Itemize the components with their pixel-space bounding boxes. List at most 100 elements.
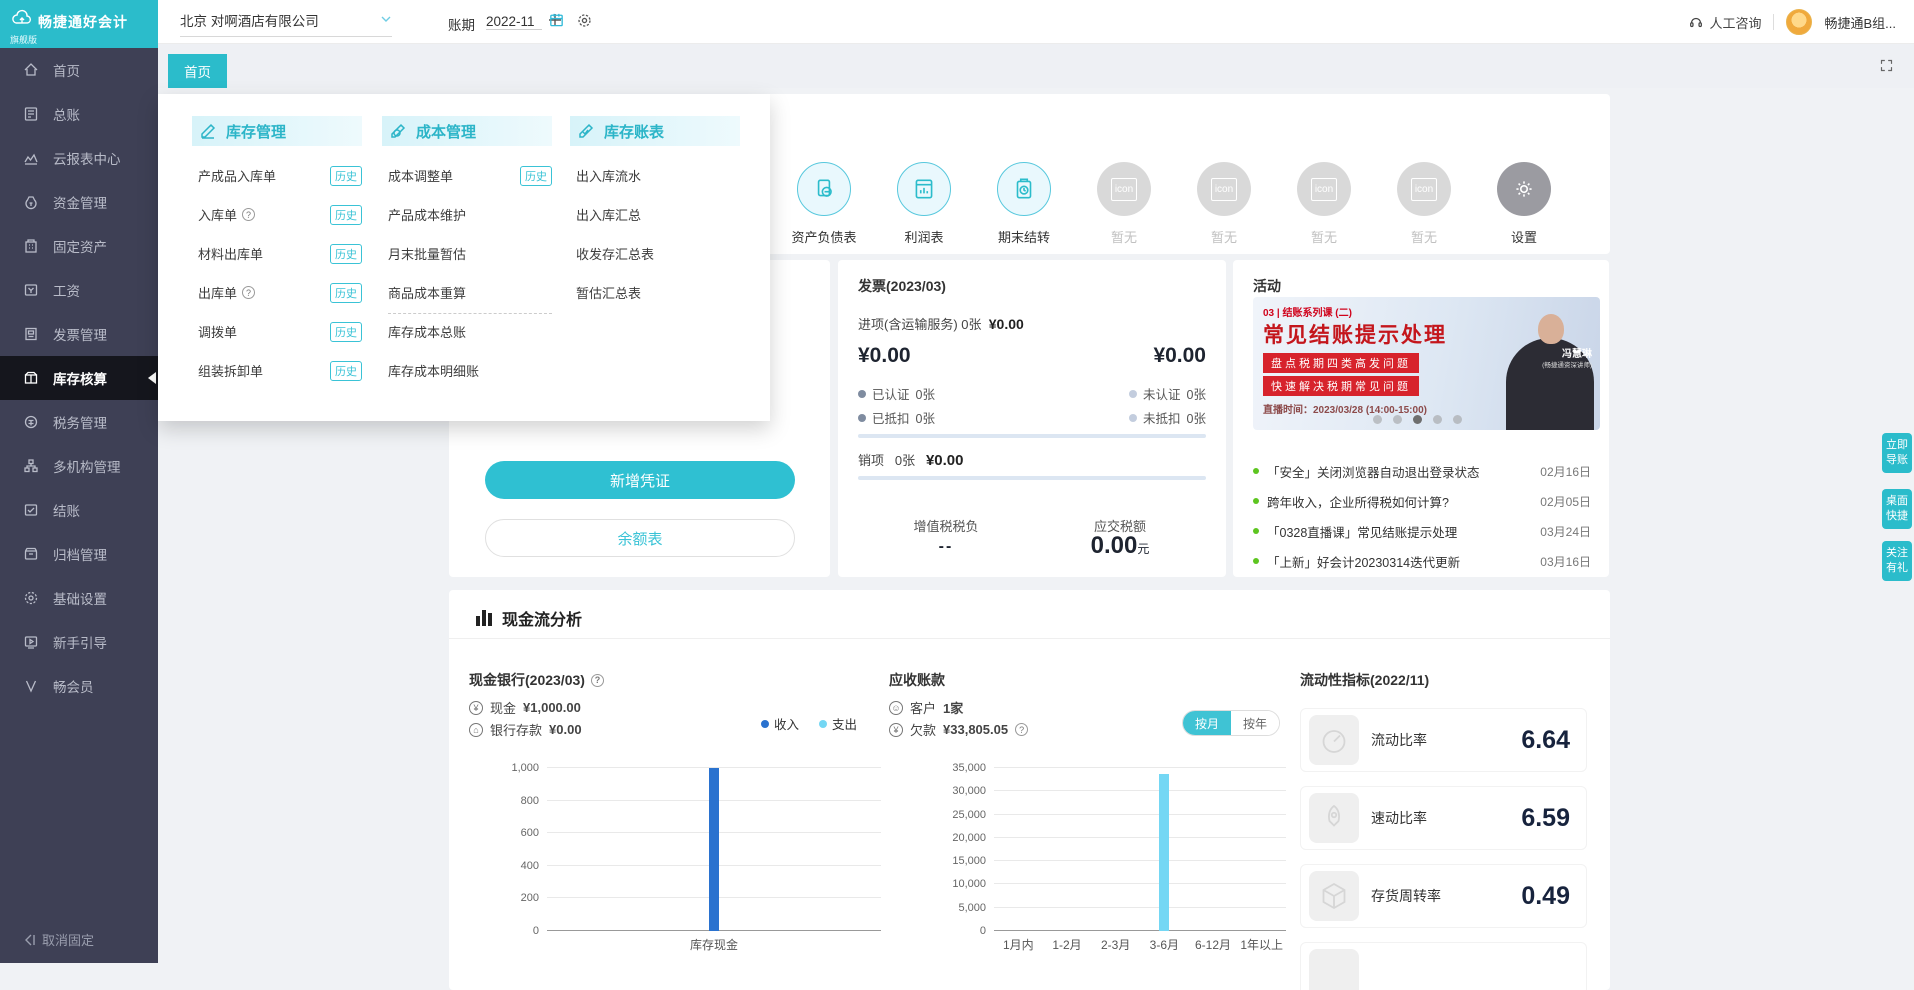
- receivable-aging-chart: 0 5,000 10,000 15,000 20,000 25,000 30,000 35,0…: [932, 760, 1294, 955]
- activity-item[interactable]: 跨年收入，企业所得税如何计算? 02月05日: [1253, 490, 1591, 512]
- flyout-header: 库存管理: [192, 116, 362, 146]
- dashed-divider: [388, 313, 552, 314]
- history-badge[interactable]: 历史: [520, 165, 552, 186]
- menu-item-transfer-order[interactable]: 调拨单 历史: [198, 312, 362, 351]
- history-badge[interactable]: 历史: [330, 360, 362, 381]
- menu-item-assembly-order[interactable]: 组装拆卸单 历史: [198, 351, 362, 390]
- activity-card: 活动 03 | 结账系列课 (二) 常见结账提示处理 盘点税期四类高发问题 快速…: [1233, 260, 1609, 577]
- sidebar-item-invoice-mgmt[interactable]: 发票管理: [0, 312, 158, 356]
- history-badge[interactable]: 历史: [330, 282, 362, 303]
- activity-banner[interactable]: 03 | 结账系列课 (二) 常见结账提示处理 盘点税期四类高发问题 快速解决税…: [1253, 297, 1600, 430]
- menu-item-outbound-order[interactable]: 出库单? 历史: [198, 273, 362, 312]
- cube-icon: [1309, 871, 1359, 921]
- balance-sheet-icon[interactable]: [797, 162, 851, 216]
- customer-row: ☺ 客户 1家: [889, 698, 963, 717]
- quick-profit-statement[interactable]: 利润表: [889, 162, 959, 246]
- history-badge[interactable]: 历史: [330, 165, 362, 186]
- app-logo: 畅捷通好会计 旗舰版: [0, 0, 158, 48]
- unpin-sidebar-button[interactable]: 取消固定: [24, 930, 94, 949]
- tab-home[interactable]: 首页: [168, 54, 227, 88]
- sidebar-item-tax[interactable]: 税务管理: [0, 400, 158, 444]
- sidebar-item-payroll[interactable]: 工资: [0, 268, 158, 312]
- activity-item[interactable]: 「安全」关闭浏览器自动退出登录状态 02月16日: [1253, 460, 1591, 482]
- sidebar-item-fixed-assets[interactable]: 固定资产: [0, 224, 158, 268]
- history-badge[interactable]: 历史: [330, 321, 362, 342]
- menu-item-finished-goods-inbound[interactable]: 产成品入库单 历史: [198, 156, 362, 195]
- customer-icon: ☺: [889, 700, 903, 715]
- activity-item[interactable]: 「上新」好会计20230314迭代更新 03月16日: [1253, 550, 1591, 572]
- menu-item-inout-flow[interactable]: 出入库流水: [576, 169, 642, 184]
- rocket-icon: [1309, 793, 1359, 843]
- sidebar-item-general-ledger[interactable]: 总账: [0, 92, 158, 136]
- help-icon[interactable]: ?: [590, 673, 604, 687]
- carousel-dot[interactable]: [1453, 415, 1462, 424]
- profit-statement-icon[interactable]: [897, 162, 951, 216]
- undeducted-stat: 未抵扣 0张: [1129, 408, 1206, 427]
- quick-period-end-closing[interactable]: 期末结转: [989, 162, 1059, 246]
- unpin-icon: [25, 934, 35, 945]
- menu-item-product-cost-maintenance[interactable]: 产品成本维护: [388, 208, 467, 223]
- company-select[interactable]: 北京 对啊酒店有限公司: [180, 10, 392, 37]
- topbar: 北京 对啊酒店有限公司 账期 2022-11 人工咨询 畅捷通B组...: [158, 0, 1914, 44]
- avatar[interactable]: [1786, 9, 1813, 35]
- sidebar-item-home[interactable]: 首页: [0, 48, 158, 92]
- period-value[interactable]: 2022-11: [486, 14, 542, 30]
- menu-item-inventory-cost-ledger[interactable]: 库存成本总账: [388, 325, 467, 340]
- menu-item-estimate-summary[interactable]: 暂估汇总表: [576, 286, 642, 301]
- quick-balance-sheet[interactable]: 资产负债表: [789, 162, 859, 246]
- toggle-by-month[interactable]: 按月: [1183, 711, 1231, 735]
- placeholder-icon: icon: [1397, 162, 1451, 216]
- username[interactable]: 畅捷通B组...: [1824, 15, 1896, 31]
- history-badge[interactable]: 历史: [330, 204, 362, 225]
- period-end-clipboard-icon[interactable]: [997, 162, 1051, 216]
- menu-item-inventory-cost-detail[interactable]: 库存成本明细账: [388, 364, 480, 379]
- dot-icon: [858, 413, 866, 422]
- fullscreen-icon[interactable]: [1879, 58, 1894, 78]
- sidebar-item-guide[interactable]: 新手引导: [0, 620, 158, 664]
- history-badge[interactable]: 历史: [330, 243, 362, 264]
- import-accounts-button[interactable]: 立即导账: [1882, 433, 1912, 473]
- sidebar-item-closing[interactable]: 结账: [0, 488, 158, 532]
- bank-deposit-row: ⌂ 银行存款 ¥0.00: [469, 720, 582, 739]
- quick-settings[interactable]: 设置: [1489, 162, 1559, 246]
- carousel-dot[interactable]: [1433, 415, 1442, 424]
- sidebar-item-member[interactable]: 畅会员: [0, 664, 158, 708]
- follow-gift-button[interactable]: 关注有礼: [1882, 541, 1912, 581]
- toggle-by-year[interactable]: 按年: [1231, 711, 1279, 735]
- sidebar-item-funds[interactable]: 资金管理: [0, 180, 158, 224]
- menu-item-month-end-estimate[interactable]: 月末批量暂估: [388, 247, 467, 262]
- banner-tag: 03 | 结账系列课 (二): [1263, 308, 1352, 319]
- account-settings-gear-icon[interactable]: [576, 12, 593, 34]
- menu-item-inbound-order[interactable]: 入库单? 历史: [198, 195, 362, 234]
- banner-line-1: 盘点税期四类高发问题: [1263, 353, 1419, 373]
- quick-placeholder-3: icon 暂无: [1289, 162, 1359, 246]
- legend-dot-icon: [761, 719, 769, 728]
- menu-item-cost-adjustment[interactable]: 成本调整单 历史: [388, 156, 552, 195]
- desktop-shortcut-button[interactable]: 桌面快捷: [1882, 489, 1912, 529]
- carousel-dot[interactable]: [1393, 415, 1402, 424]
- menu-item-goods-cost-recalc[interactable]: 商品成本重算: [388, 286, 467, 301]
- sidebar-item-inventory[interactable]: 库存核算: [0, 356, 158, 400]
- sidebar-item-basic-settings[interactable]: 基础设置: [0, 576, 158, 620]
- balance-table-button[interactable]: 余额表: [485, 519, 795, 557]
- activity-item[interactable]: 「0328直播课」常见结账提示处理 03月24日: [1253, 520, 1591, 542]
- sidebar-item-multi-org[interactable]: 多机构管理: [0, 444, 158, 488]
- help-icon[interactable]: ?: [1015, 723, 1029, 736]
- building-icon: [22, 237, 40, 255]
- carousel-dot[interactable]: [1373, 415, 1382, 424]
- sidebar-item-cloud-reports[interactable]: 云报表中心: [0, 136, 158, 180]
- help-icon[interactable]: ?: [242, 286, 256, 299]
- chart-slot: 1月内: [1002, 938, 1034, 952]
- menu-item-inout-summary[interactable]: 出入库汇总: [576, 208, 642, 223]
- help-icon[interactable]: ?: [242, 208, 256, 221]
- new-voucher-button[interactable]: 新增凭证: [485, 461, 795, 499]
- support-link[interactable]: 人工咨询: [1688, 13, 1761, 32]
- bullet-icon: [1253, 468, 1259, 474]
- settings-gear-icon[interactable]: [1497, 162, 1551, 216]
- sidebar-item-archive[interactable]: 归档管理: [0, 532, 158, 576]
- carousel-dot[interactable]: [1413, 415, 1422, 424]
- menu-item-material-outbound[interactable]: 材料出库单 历史: [198, 234, 362, 273]
- menu-item-receipt-dispatch-summary[interactable]: 收发存汇总表: [576, 247, 655, 262]
- calendar-icon[interactable]: [548, 11, 565, 33]
- invoice-input-line: 进项(含运输服务) 0张 ¥0.00: [858, 316, 1024, 332]
